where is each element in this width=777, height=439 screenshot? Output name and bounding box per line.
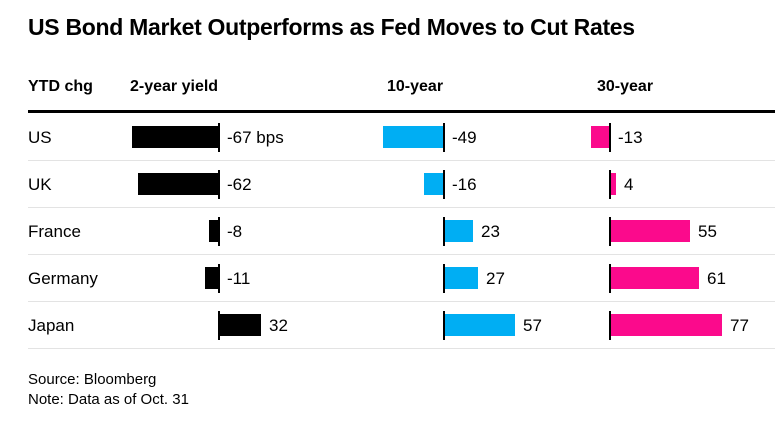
value-label: -11: [227, 269, 251, 288]
table-row: Japan 32 57 77: [0, 302, 777, 349]
country-label: UK: [28, 175, 52, 194]
table-row: UK -62 -16 4: [0, 161, 777, 208]
row-separator: [28, 348, 775, 349]
zero-baseline-tick: [609, 311, 611, 340]
country-label: France: [28, 222, 81, 241]
value-label: -13: [618, 128, 643, 147]
bar-10-year-japan: [444, 314, 515, 336]
row-separator: [28, 254, 775, 255]
bar-2-year-yield-us: [132, 126, 219, 148]
row-separator: [28, 207, 775, 208]
zero-baseline-tick: [218, 311, 220, 340]
zero-baseline-tick: [218, 123, 220, 152]
zero-baseline-tick: [218, 170, 220, 199]
value-label: -8: [227, 222, 243, 241]
column-header-10-year: 10-year: [387, 78, 444, 95]
value-label: -67 bps: [227, 128, 284, 147]
bar-30-year-japan: [610, 314, 722, 336]
value-label: 57: [523, 316, 542, 335]
bar-10-year-uk: [424, 173, 444, 195]
value-label: 61: [707, 269, 726, 288]
bar-30-year-germany: [610, 267, 699, 289]
value-label: -49: [452, 128, 477, 147]
value-label: -16: [452, 175, 477, 194]
zero-baseline-tick: [443, 170, 445, 199]
column-header-30-year: 30-year: [597, 78, 654, 95]
zero-baseline-tick: [218, 217, 220, 246]
source-note: Source: Bloomberg: [28, 371, 157, 388]
value-label: -62: [227, 175, 252, 194]
column-header-2-year: 2-year yield: [130, 78, 219, 95]
table-row: Germany -11 27 61: [0, 255, 777, 302]
zero-baseline-tick: [609, 123, 611, 152]
header-divider-rule: [28, 110, 775, 113]
bar-30-year-france: [610, 220, 690, 242]
zero-baseline-tick: [443, 123, 445, 152]
value-label: 32: [269, 316, 288, 335]
column-header-ytd-chg: YTD chg: [28, 78, 93, 95]
value-label: 4: [624, 175, 634, 194]
bar-2-year-yield-uk: [138, 173, 219, 195]
country-label: US: [28, 128, 52, 147]
zero-baseline-tick: [609, 170, 611, 199]
row-separator: [28, 301, 775, 302]
bar-2-year-yield-japan: [219, 314, 261, 336]
country-label: Japan: [28, 316, 75, 335]
bar-30-year-us: [591, 126, 610, 148]
zero-baseline-tick: [609, 264, 611, 293]
bar-30-year-uk: [610, 173, 616, 195]
table-row: US -67 bps -49 -13: [0, 114, 777, 161]
zero-baseline-tick: [443, 217, 445, 246]
chart-title: US Bond Market Outperforms as Fed Moves …: [28, 14, 635, 40]
zero-baseline-tick: [218, 264, 220, 293]
value-label: 23: [481, 222, 500, 241]
bar-10-year-france: [444, 220, 473, 242]
chart-footnotes: Source: Bloomberg Note: Data as of Oct. …: [28, 370, 189, 410]
row-separator: [28, 160, 775, 161]
bar-2-year-yield-france: [209, 220, 219, 242]
bar-2-year-yield-germany: [205, 267, 219, 289]
table-row: France -8 23 55: [0, 208, 777, 255]
bar-10-year-us: [383, 126, 444, 148]
value-label: 77: [730, 316, 749, 335]
zero-baseline-tick: [443, 311, 445, 340]
value-label: 55: [698, 222, 717, 241]
bar-10-year-germany: [444, 267, 478, 289]
country-label: Germany: [28, 269, 98, 288]
zero-baseline-tick: [443, 264, 445, 293]
data-date-note: Note: Data as of Oct. 31: [28, 391, 189, 408]
zero-baseline-tick: [609, 217, 611, 246]
value-label: 27: [486, 269, 505, 288]
